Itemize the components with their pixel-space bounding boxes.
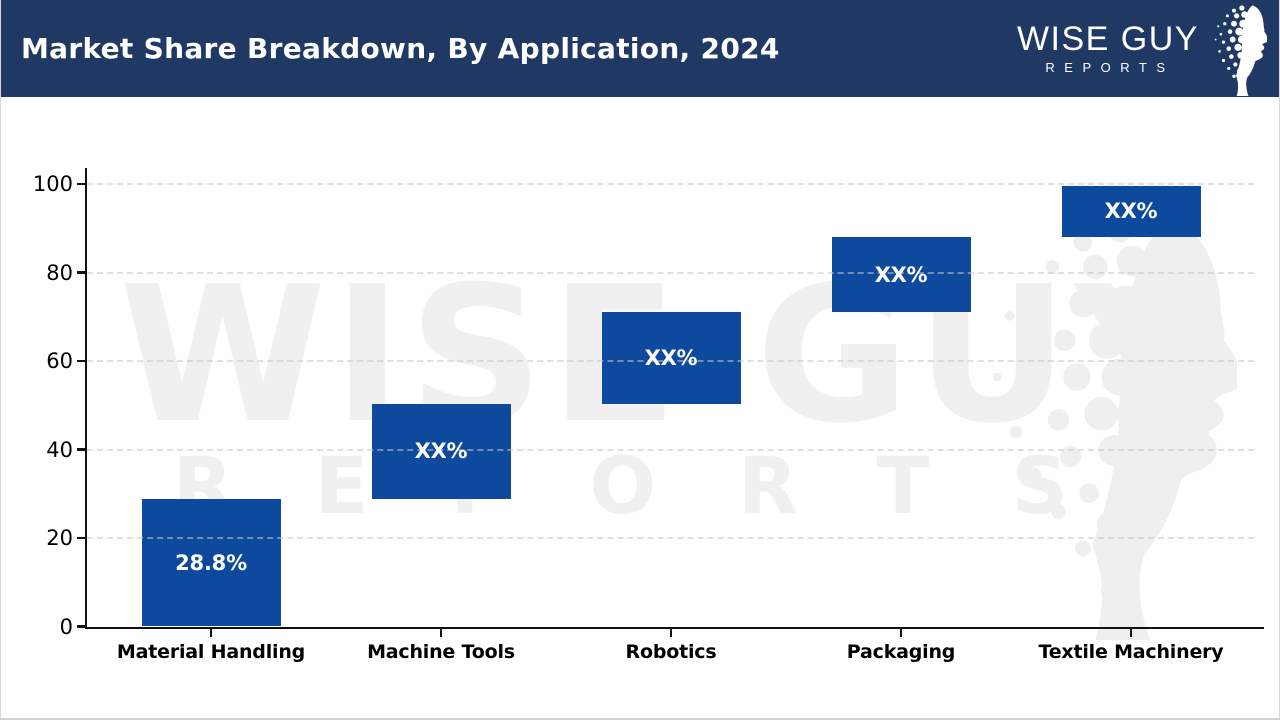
header: Market Share Breakdown, By Application, … xyxy=(1,0,1279,97)
y-tick-label: 0 xyxy=(59,614,73,639)
y-tick-mark xyxy=(77,536,86,540)
gridline-40 xyxy=(87,448,1254,451)
x-category-label-machine-tools: Machine Tools xyxy=(367,641,515,663)
gridline-20 xyxy=(87,537,1254,539)
x-tick-mark xyxy=(209,629,213,637)
bar-robotics xyxy=(601,312,741,404)
y-tick-mark xyxy=(77,271,86,274)
y-tick-label: 80 xyxy=(46,260,73,285)
watermark-subtext: REPORTS xyxy=(173,442,1150,532)
x-tick-mark xyxy=(1129,629,1133,637)
brand-text: WISE GUY REPORTS xyxy=(1017,22,1199,75)
bar-packaging xyxy=(831,237,971,313)
y-tick-label: 20 xyxy=(46,526,73,550)
bar-value-label-machine-tools: XX% xyxy=(414,439,468,464)
x-tick-mark xyxy=(439,629,443,637)
x-category-label-material-handling: Material Handling xyxy=(116,641,306,663)
x-axis-line xyxy=(84,626,1264,629)
bar-value-label-material-handling: 28.8% xyxy=(175,550,247,575)
y-tick-mark xyxy=(77,448,86,451)
brand-name: WISE GUY xyxy=(1016,20,1199,58)
bar-textile-machinery xyxy=(1061,185,1201,238)
gridline-80 xyxy=(87,271,1254,274)
x-category-label-textile-machinery: Textile Machinery xyxy=(1038,641,1224,663)
brand-face-icon xyxy=(1201,4,1267,96)
watermark-face-icon xyxy=(929,212,1237,640)
y-tick-mark xyxy=(77,182,86,186)
y-tick-mark xyxy=(77,625,86,628)
page-title: Market Share Breakdown, By Application, … xyxy=(21,32,780,65)
y-tick-label: 40 xyxy=(46,437,73,462)
gridline-60 xyxy=(87,360,1254,362)
y-tick-label: 100 xyxy=(32,172,73,196)
bar-value-label-textile-machinery: XX% xyxy=(1104,199,1158,224)
bar-machine-tools xyxy=(371,403,511,500)
brand-subtitle: REPORTS xyxy=(1045,60,1175,75)
gridline-100 xyxy=(87,183,1254,185)
x-tick-mark xyxy=(669,629,673,637)
y-tick-label: 60 xyxy=(46,349,73,373)
bar-material-handling xyxy=(141,499,281,627)
x-category-label-robotics: Robotics xyxy=(625,641,717,663)
y-axis-line xyxy=(84,168,87,629)
bar-value-label-packaging: XX% xyxy=(874,262,928,287)
x-category-label-packaging: Packaging xyxy=(846,641,956,663)
brand-logo: WISE GUY REPORTS xyxy=(1017,0,1267,97)
y-tick-mark xyxy=(77,359,86,363)
x-tick-mark xyxy=(899,629,903,637)
bar-value-label-robotics: XX% xyxy=(644,346,698,371)
